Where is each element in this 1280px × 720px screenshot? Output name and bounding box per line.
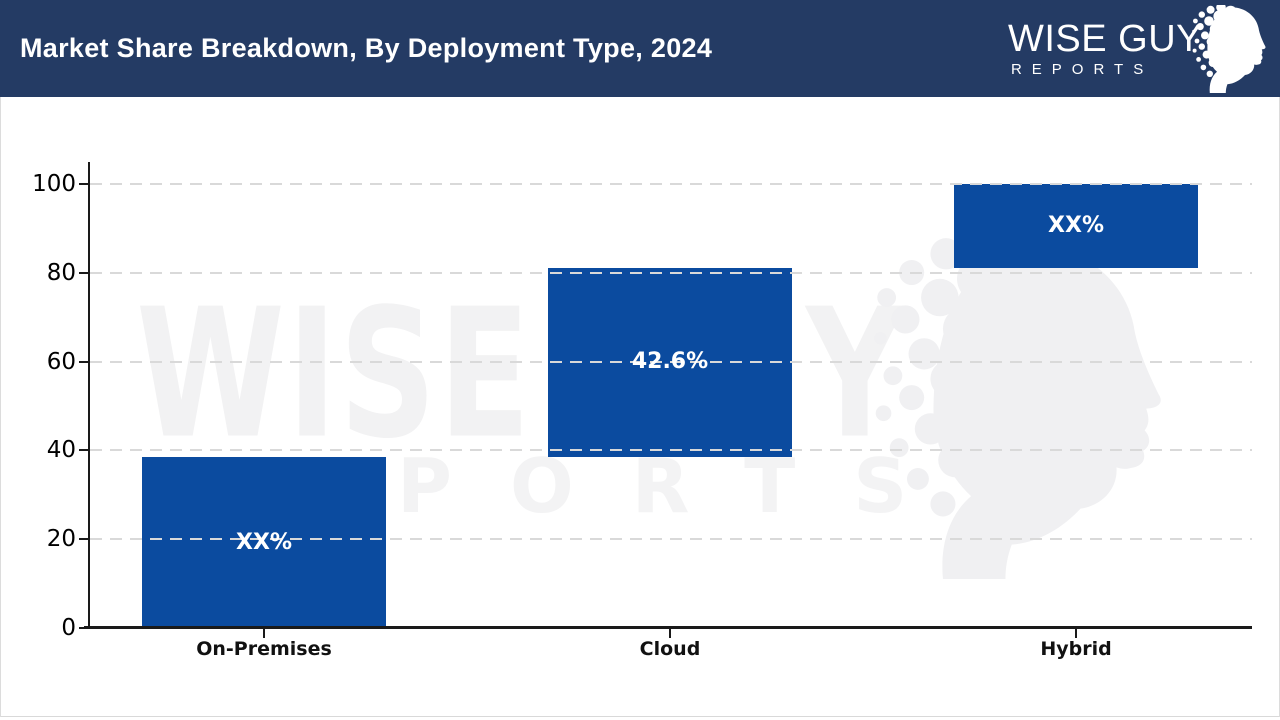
x-axis-tick-mark: [263, 629, 265, 638]
logo-text-block: WISE GUY REPORTS: [1008, 20, 1202, 78]
x-axis-line: [84, 626, 1252, 629]
y-axis-tick-label: 60: [46, 348, 76, 375]
x-axis-category-label: On-Premises: [196, 638, 332, 660]
x-axis-tick-mark: [1075, 629, 1077, 638]
y-axis-tick-label: 20: [46, 526, 76, 553]
x-axis-category-label: Hybrid: [1040, 638, 1112, 660]
bar-value-label: XX%: [1048, 212, 1104, 238]
y-axis-tick-label: 0: [61, 615, 76, 641]
bar-value-label: XX%: [236, 529, 292, 555]
y-axis-tick-label: 100: [32, 171, 76, 197]
page-border-left: [0, 97, 1, 717]
bar-hybrid: [954, 184, 1198, 268]
y-axis-tick-mark: [79, 538, 89, 541]
y-axis-tick-mark: [79, 183, 89, 185]
logo-wordmark: WISE GUY: [1007, 17, 1202, 60]
header-bar: Market Share Breakdown, By Deployment Ty…: [0, 0, 1280, 97]
bar-on-premises: [142, 457, 386, 628]
y-axis-tick-label: 80: [46, 259, 76, 286]
y-axis-tick-mark: [79, 449, 89, 452]
y-axis-tick-mark: [79, 360, 89, 363]
gridline-60: [90, 360, 1252, 363]
chart-title: Market Share Breakdown, By Deployment Ty…: [20, 33, 713, 63]
y-axis-line: [88, 162, 90, 628]
page-border-bottom: [1, 716, 1279, 717]
gridline-40: [90, 449, 1252, 452]
gridline-100: [90, 183, 1252, 185]
bar-value-label: 42.6%: [631, 349, 709, 375]
logo-subtext: REPORTS: [1010, 60, 1154, 78]
y-axis-tick-label: 40: [46, 437, 76, 464]
gridline-80: [90, 271, 1252, 274]
x-axis-tick-mark: [669, 629, 671, 638]
gridline-20: [90, 538, 1252, 541]
wise-guy-reports-logo: WISE GUY REPORTS: [1008, 4, 1280, 93]
y-axis-tick-mark: [79, 271, 89, 274]
x-axis-category-label: Cloud: [639, 638, 701, 660]
